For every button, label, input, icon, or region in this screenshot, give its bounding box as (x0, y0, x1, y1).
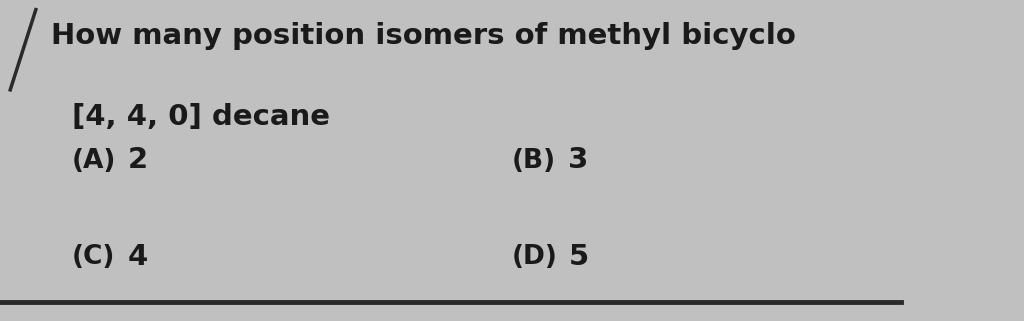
Text: [4, 4, 0] decane: [4, 4, 0] decane (72, 103, 330, 131)
Text: 3: 3 (568, 146, 589, 175)
Text: (A): (A) (72, 148, 116, 173)
Text: 4: 4 (128, 243, 148, 271)
Text: 5: 5 (568, 243, 589, 271)
Text: (D): (D) (512, 244, 558, 270)
Text: (B): (B) (512, 148, 556, 173)
Text: How many position isomers of methyl bicyclo: How many position isomers of methyl bicy… (51, 22, 796, 50)
Text: (C): (C) (72, 244, 115, 270)
Text: 2: 2 (128, 146, 148, 175)
